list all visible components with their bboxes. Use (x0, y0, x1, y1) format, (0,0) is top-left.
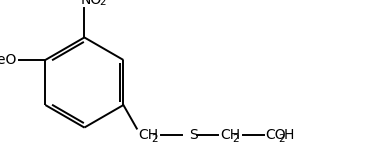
Text: CH: CH (139, 128, 159, 142)
Text: CO: CO (265, 128, 286, 142)
Text: 2: 2 (99, 0, 106, 7)
Text: MeO: MeO (0, 53, 16, 67)
Text: H: H (284, 128, 294, 142)
Text: 2: 2 (233, 134, 239, 144)
Text: NO: NO (81, 0, 102, 7)
Text: S: S (189, 128, 198, 142)
Text: CH: CH (221, 128, 240, 142)
Text: 2: 2 (278, 134, 284, 144)
Text: 2: 2 (151, 134, 158, 144)
